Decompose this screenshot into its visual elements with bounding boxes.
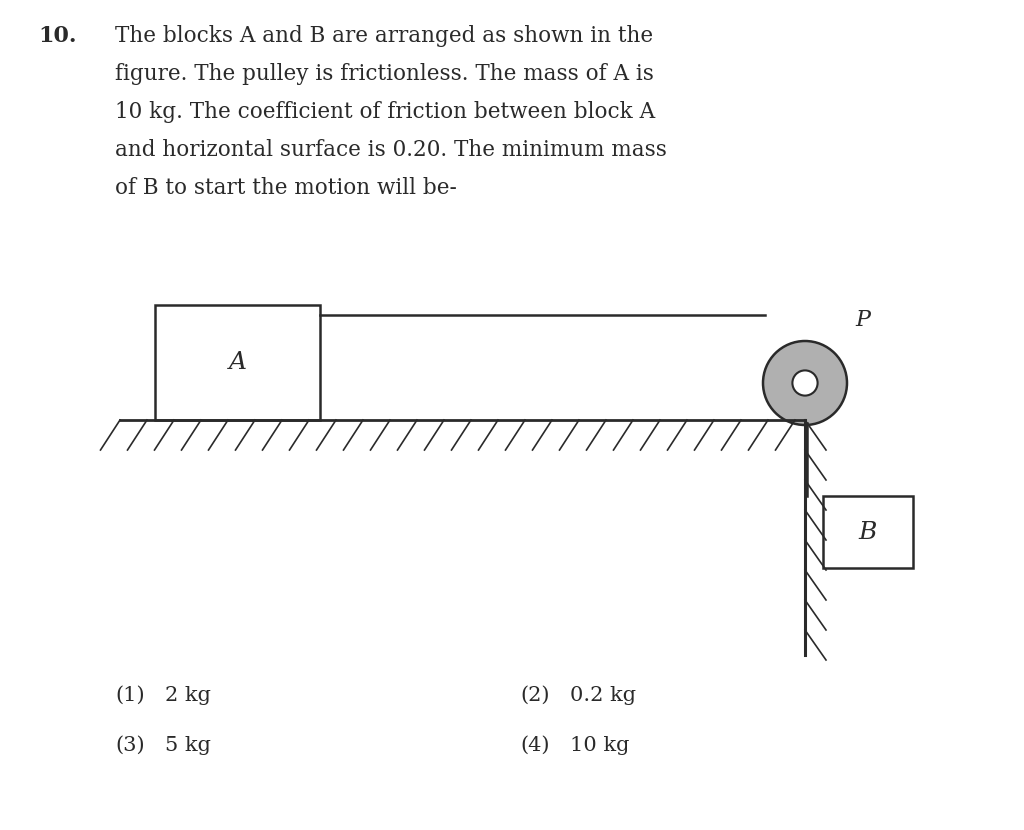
- Text: of B to start the motion will be-: of B to start the motion will be-: [115, 177, 457, 199]
- Text: 10.: 10.: [38, 25, 77, 47]
- Text: A: A: [228, 351, 247, 374]
- Text: (2): (2): [520, 686, 550, 705]
- Text: (4): (4): [520, 735, 550, 754]
- Text: 5 kg: 5 kg: [165, 735, 211, 754]
- Text: (1): (1): [115, 686, 144, 705]
- Text: 10 kg: 10 kg: [570, 735, 630, 754]
- Text: figure. The pulley is frictionless. The mass of A is: figure. The pulley is frictionless. The …: [115, 63, 654, 85]
- Text: 2 kg: 2 kg: [165, 686, 211, 705]
- Text: P: P: [855, 309, 870, 331]
- Text: (3): (3): [115, 735, 144, 754]
- Text: B: B: [859, 520, 878, 544]
- Text: 10 kg. The coefficient of friction between block A: 10 kg. The coefficient of friction betwe…: [115, 101, 655, 123]
- Circle shape: [763, 341, 847, 425]
- Text: and horizontal surface is 0.20. The minimum mass: and horizontal surface is 0.20. The mini…: [115, 139, 667, 161]
- Text: 0.2 kg: 0.2 kg: [570, 686, 636, 705]
- Text: The blocks A and B are arranged as shown in the: The blocks A and B are arranged as shown…: [115, 25, 653, 47]
- Bar: [155, 305, 319, 420]
- Circle shape: [793, 370, 817, 396]
- Bar: [823, 496, 913, 568]
